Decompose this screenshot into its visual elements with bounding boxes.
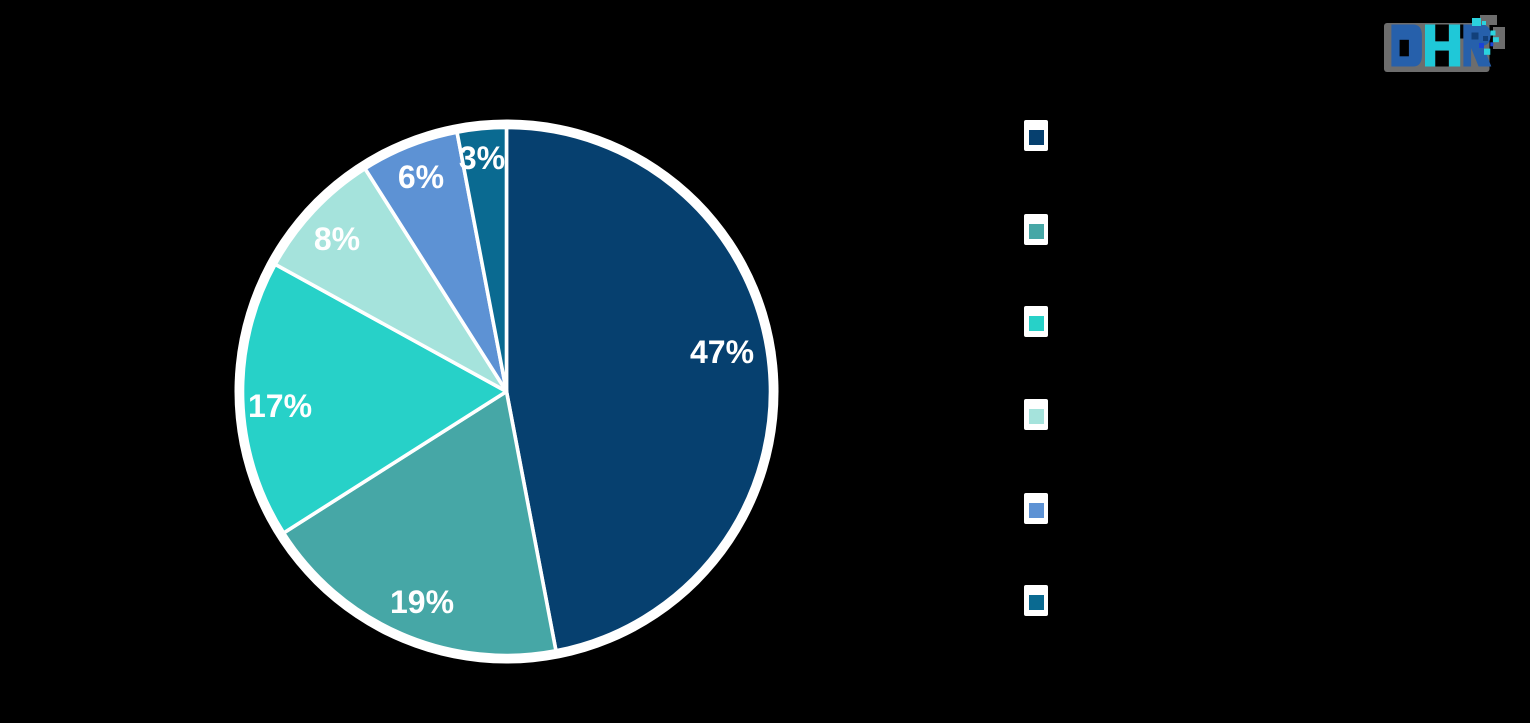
- svg-text:6%: 6%: [398, 159, 444, 195]
- svg-text:8%: 8%: [314, 221, 360, 257]
- svg-text:17%: 17%: [248, 388, 312, 424]
- svg-text:3%: 3%: [459, 140, 505, 176]
- svg-text:19%: 19%: [390, 584, 454, 620]
- svg-text:47%: 47%: [690, 334, 754, 370]
